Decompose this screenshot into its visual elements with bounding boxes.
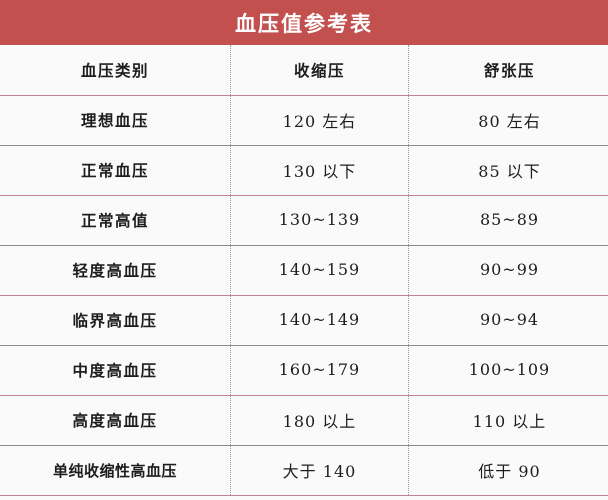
category-label: 高度高血压	[72, 412, 158, 430]
cell-diastolic: 85 以下	[408, 145, 608, 196]
column-header-systolic: 收缩压	[230, 45, 409, 96]
table-row: 中度高血压 160~179 100~109	[0, 345, 608, 396]
column-header-systolic-label: 收缩压	[293, 61, 345, 80]
cell-diastolic: 90~94	[408, 295, 608, 346]
diastolic-value: 90~94	[479, 310, 540, 329]
column-header-category: 血压类别	[0, 45, 231, 96]
table-row: 正常血压 130 以下 85 以下	[0, 145, 608, 196]
systolic-value: 大于 140	[282, 462, 357, 481]
cell-diastolic: 100~109	[408, 345, 608, 396]
cell-category: 单纯收缩性高血压	[0, 445, 231, 496]
table-row: 单纯收缩性高血压 大于 140 低于 90	[0, 445, 608, 496]
table-row: 理想血压 120 左右 80 左右	[0, 95, 608, 146]
systolic-value: 180 以上	[282, 412, 357, 431]
cell-systolic: 130 以下	[230, 145, 409, 196]
diastolic-value: 100~109	[468, 360, 551, 379]
cell-diastolic: 85~89	[408, 195, 608, 246]
systolic-value: 130~139	[278, 210, 361, 229]
cell-category: 高度高血压	[0, 395, 231, 446]
systolic-value: 140~159	[278, 260, 361, 279]
table-row: 正常高值 130~139 85~89	[0, 195, 608, 246]
diastolic-value: 110 以上	[472, 412, 547, 431]
systolic-value: 160~179	[278, 360, 361, 379]
category-label: 中度高血压	[72, 362, 158, 380]
category-label: 临界高血压	[72, 312, 158, 330]
category-label: 理想血压	[80, 112, 149, 130]
table-row: 临界高血压 140~149 90~94	[0, 295, 608, 346]
category-label: 正常血压	[80, 162, 149, 180]
systolic-value: 140~149	[278, 310, 361, 329]
systolic-value: 130 以下	[282, 162, 357, 181]
cell-diastolic: 90~99	[408, 245, 608, 296]
cell-category: 理想血压	[0, 95, 231, 146]
cell-systolic: 大于 140	[230, 445, 409, 496]
cell-diastolic: 110 以上	[408, 395, 608, 446]
diastolic-value: 低于 90	[478, 462, 541, 481]
cell-category: 正常血压	[0, 145, 231, 196]
cell-systolic: 140~159	[230, 245, 409, 296]
table-row: 轻度高血压 140~159 90~99	[0, 245, 608, 296]
cell-category: 轻度高血压	[0, 245, 231, 296]
column-header-diastolic-label: 舒张压	[483, 61, 535, 80]
category-label: 单纯收缩性高血压	[52, 461, 177, 480]
cell-systolic: 160~179	[230, 345, 409, 396]
column-header-diastolic: 舒张压	[408, 45, 608, 96]
diastolic-value: 80 左右	[478, 112, 541, 131]
cell-category: 中度高血压	[0, 345, 231, 396]
column-header-category-label: 血压类别	[80, 61, 149, 80]
systolic-value: 120 左右	[282, 112, 357, 131]
cell-systolic: 130~139	[230, 195, 409, 246]
page-title: 血压值参考表	[235, 11, 373, 36]
blood-pressure-table: 血压类别 收缩压 舒张压 理想血压 120 左右 80 左右 正常血压 130 …	[0, 45, 608, 496]
cell-systolic: 120 左右	[230, 95, 409, 146]
cell-category: 正常高值	[0, 195, 231, 246]
cell-diastolic: 80 左右	[408, 95, 608, 146]
category-label: 正常高值	[80, 212, 149, 230]
category-label: 轻度高血压	[72, 262, 158, 280]
title-banner: 血压值参考表	[0, 0, 608, 45]
cell-systolic: 140~149	[230, 295, 409, 346]
cell-diastolic: 低于 90	[408, 445, 608, 496]
table-header-row: 血压类别 收缩压 舒张压	[0, 45, 608, 96]
diastolic-value: 90~99	[479, 260, 540, 279]
table-row: 高度高血压 180 以上 110 以上	[0, 395, 608, 446]
diastolic-value: 85~89	[479, 210, 540, 229]
cell-category: 临界高血压	[0, 295, 231, 346]
diastolic-value: 85 以下	[478, 162, 541, 181]
cell-systolic: 180 以上	[230, 395, 409, 446]
